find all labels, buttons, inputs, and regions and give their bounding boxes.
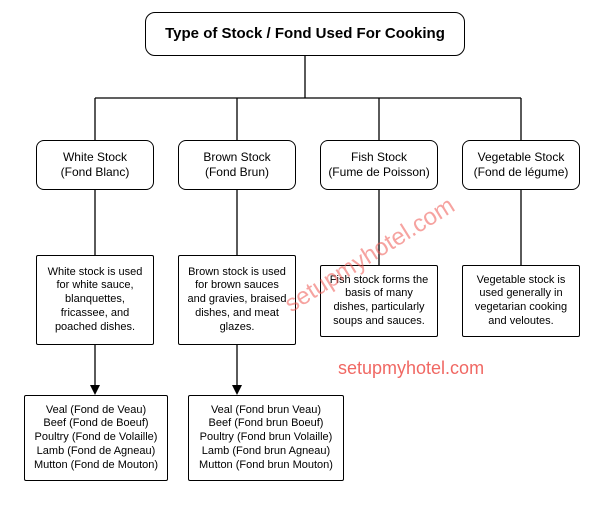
meat-line: Lamb (Fond de Agneau) xyxy=(37,445,156,459)
meat-line: Poultry (Fond de Volaille) xyxy=(35,431,158,445)
type-box-white-stock: White Stock (Fond Blanc) xyxy=(36,140,154,190)
type-sublabel: (Fond Brun) xyxy=(205,165,269,180)
meat-box-brown-stock: Veal (Fond brun Veau) Beef (Fond brun Bo… xyxy=(188,395,344,481)
desc-box-white-stock: White stock is used for white sauce, bla… xyxy=(36,255,154,345)
desc-text: Fish stock forms the basis of many dishe… xyxy=(327,274,431,329)
desc-box-vegetable-stock: Vegetable stock is used generally in veg… xyxy=(462,265,580,337)
type-box-brown-stock: Brown Stock (Fond Brun) xyxy=(178,140,296,190)
type-sublabel: (Fond Blanc) xyxy=(61,165,130,180)
watermark-horizontal: setupmyhotel.com xyxy=(338,358,484,379)
meat-line: Beef (Fond de Boeuf) xyxy=(43,417,148,431)
desc-box-brown-stock: Brown stock is used for brown sauces and… xyxy=(178,255,296,345)
desc-text: White stock is used for white sauce, bla… xyxy=(43,266,147,335)
type-sublabel: (Fume de Poisson) xyxy=(328,165,429,180)
meat-line: Mutton (Fond de Mouton) xyxy=(34,459,158,473)
type-box-fish-stock: Fish Stock (Fume de Poisson) xyxy=(320,140,438,190)
meat-box-white-stock: Veal (Fond de Veau) Beef (Fond de Boeuf)… xyxy=(24,395,168,481)
meat-line: Poultry (Fond brun Volaille) xyxy=(200,431,333,445)
type-label: Vegetable Stock xyxy=(478,150,565,165)
type-label: Fish Stock xyxy=(351,150,407,165)
desc-text: Brown stock is used for brown sauces and… xyxy=(185,266,289,335)
type-label: Brown Stock xyxy=(203,150,270,165)
root-title-box: Type of Stock / Fond Used For Cooking xyxy=(145,12,465,56)
type-label: White Stock xyxy=(63,150,127,165)
meat-line: Beef (Fond brun Boeuf) xyxy=(209,417,324,431)
desc-text: Vegetable stock is used generally in veg… xyxy=(469,274,573,329)
root-title-text: Type of Stock / Fond Used For Cooking xyxy=(165,25,445,44)
desc-box-fish-stock: Fish stock forms the basis of many dishe… xyxy=(320,265,438,337)
meat-line: Veal (Fond brun Veau) xyxy=(211,404,321,418)
meat-line: Mutton (Fond brun Mouton) xyxy=(199,459,333,473)
type-sublabel: (Fond de légume) xyxy=(474,165,569,180)
meat-line: Lamb (Fond brun Agneau) xyxy=(202,445,330,459)
meat-line: Veal (Fond de Veau) xyxy=(46,404,146,418)
type-box-vegetable-stock: Vegetable Stock (Fond de légume) xyxy=(462,140,580,190)
